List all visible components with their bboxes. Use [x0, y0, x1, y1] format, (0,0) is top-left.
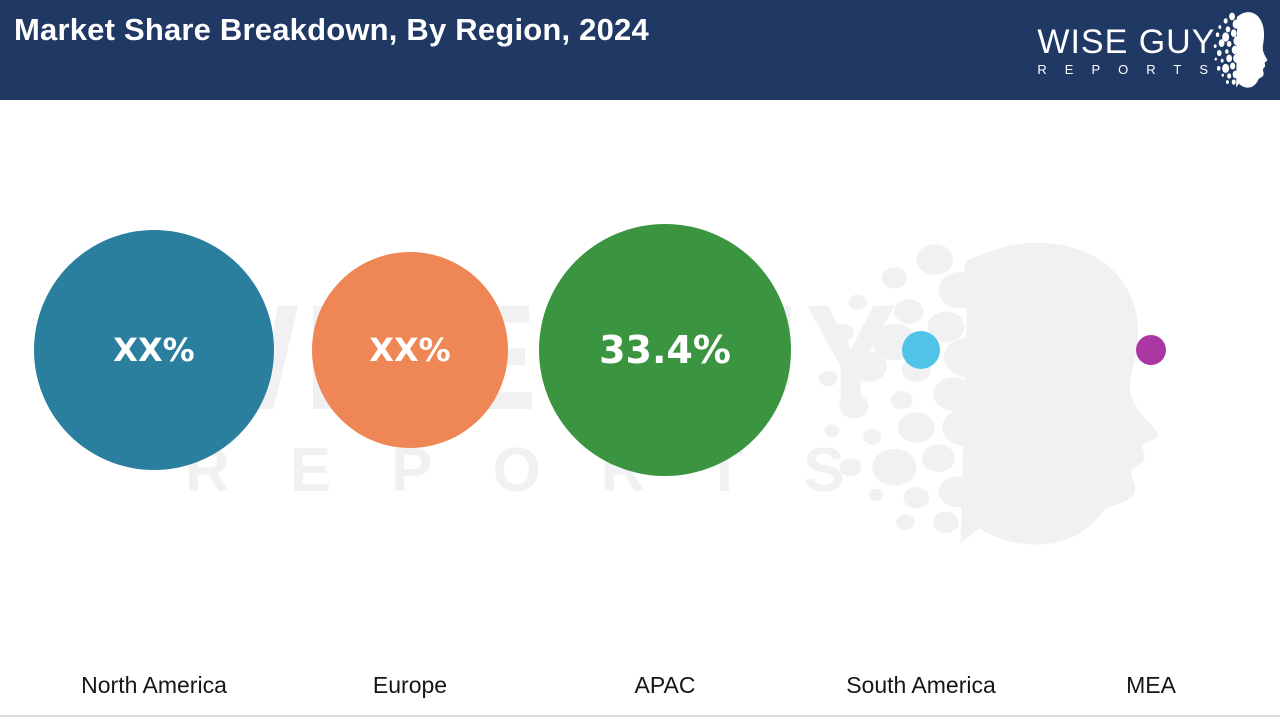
bubble-europe: XX% [312, 252, 508, 448]
bubble-value-label-apac: 33.4% [599, 328, 731, 372]
bubble-north-america: XX% [34, 230, 274, 470]
category-label-europe: Europe [372, 672, 448, 698]
logo-subtext: REPORTS [1037, 61, 1226, 77]
wiseguy-logo: WISE GUY REPORTS [1037, 0, 1268, 100]
page-title: Market Share Breakdown, By Region, 2024 [14, 12, 649, 47]
bubble-value-label-north-america: XX% [113, 331, 195, 369]
category-label-south-america: South America [846, 672, 996, 698]
bubble-mea [1136, 335, 1166, 365]
wiseguy-head-icon [1210, 8, 1268, 92]
bottom-divider [0, 715, 1280, 717]
category-label-apac: APAC [634, 672, 696, 698]
header-bar: Market Share Breakdown, By Region, 2024 … [0, 0, 1280, 100]
logo-wordmark: WISE GUY [1037, 22, 1216, 61]
bubble-south-america [902, 331, 940, 369]
bubble-apac: 33.4% [539, 224, 791, 476]
bubble-value-label-europe: XX% [369, 331, 451, 369]
logo-text: WISE GUY REPORTS [1037, 24, 1226, 77]
category-label-mea: MEA [1126, 672, 1176, 698]
category-label-north-america: North America [81, 672, 227, 698]
